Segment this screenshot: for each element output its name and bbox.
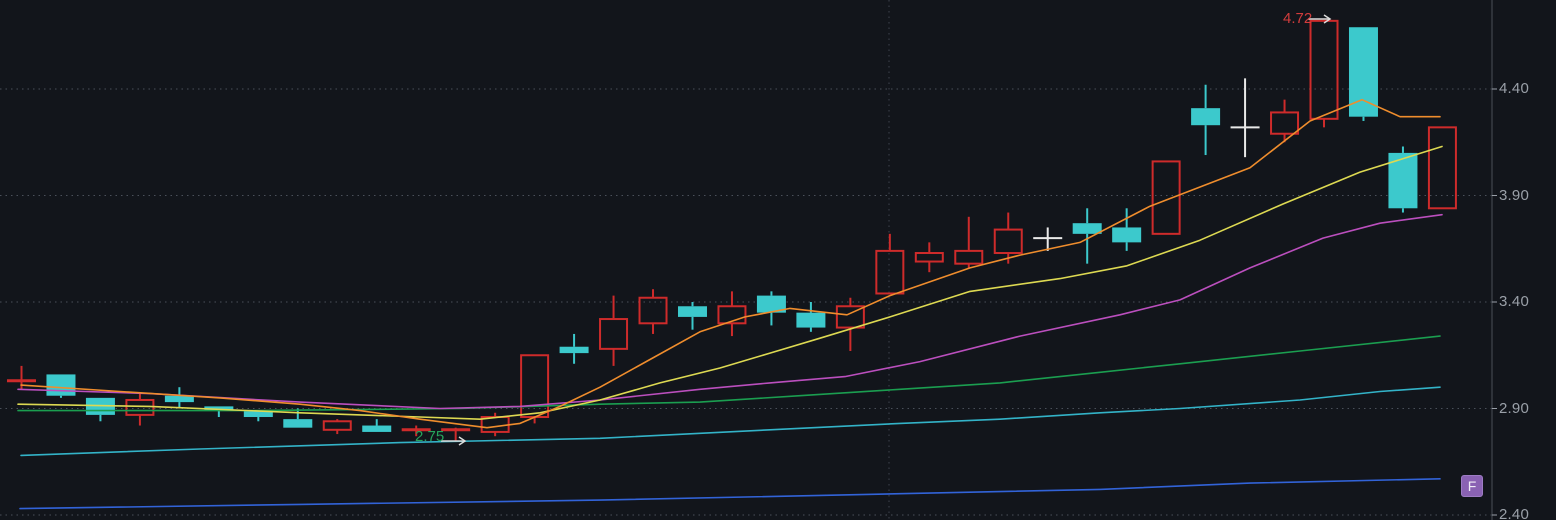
ma-orange-line (20, 98, 1441, 429)
high-price-annotation: 4.72 (1283, 10, 1313, 27)
ma-yellow-line (17, 145, 1443, 421)
candle-up (717, 305, 747, 325)
candle-up (1309, 19, 1339, 120)
ma-cyan-line (20, 386, 1441, 457)
candle-down (1191, 108, 1221, 126)
candle-up (1427, 126, 1457, 210)
candle-up (599, 318, 629, 350)
candle-down (283, 419, 313, 428)
candle-down (1112, 227, 1142, 243)
candle-up (954, 249, 984, 265)
y-axis-label: 2.90 (1499, 399, 1529, 417)
candle-down (362, 425, 392, 432)
candle-up (1270, 111, 1300, 135)
y-axis-label: 4.40 (1499, 80, 1529, 97)
candle-down (677, 306, 707, 317)
y-axis-label: 3.90 (1499, 186, 1529, 204)
candle-up (125, 398, 155, 416)
candle-down (46, 374, 76, 396)
candle-up (520, 354, 550, 419)
low-price-annotation: 2.75 (415, 428, 445, 445)
candle-down (1072, 223, 1102, 234)
ma-magenta-line (17, 213, 1443, 410)
candle-down (243, 410, 273, 418)
candle-down (1348, 27, 1378, 117)
candle-up (914, 252, 944, 263)
flag-marker-badge[interactable]: F (1461, 475, 1483, 497)
annotation-arrowhead (1323, 14, 1332, 24)
candle-up (993, 228, 1023, 255)
ma-blue-line (19, 477, 1441, 510)
y-axis-label: 3.40 (1499, 293, 1529, 310)
annotation-arrowhead (458, 436, 467, 446)
candle-down (559, 346, 589, 354)
candle-up (835, 305, 865, 329)
candle-down (164, 395, 194, 403)
ma-green-line (17, 335, 1441, 412)
candle-up (875, 249, 905, 295)
y-axis-label: 2.40 (1499, 506, 1529, 520)
candle-up (1151, 160, 1181, 235)
candle-up (322, 420, 352, 431)
candle-down (756, 295, 786, 313)
candle-down (796, 312, 826, 328)
candle-up (638, 296, 668, 325)
candle-down (204, 406, 234, 411)
